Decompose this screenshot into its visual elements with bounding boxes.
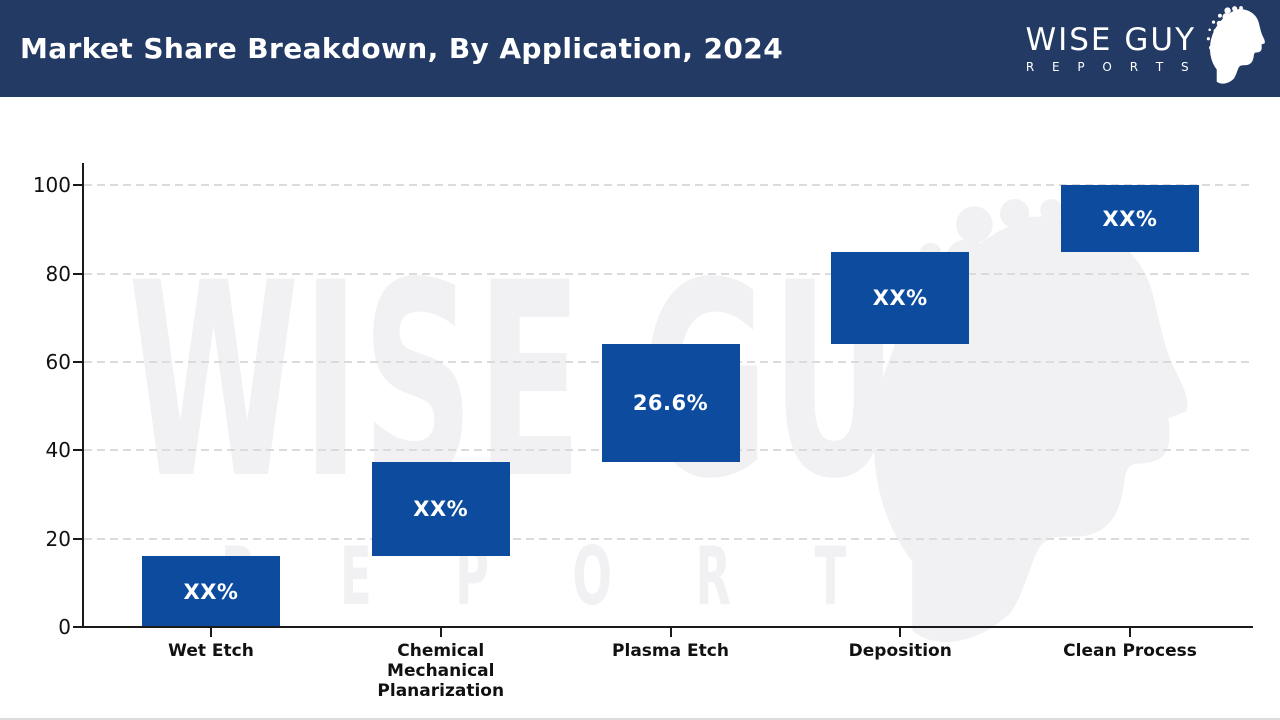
x-tick-label-2: Chemical Mechanical Planarization — [377, 641, 505, 701]
x-tick-label-1: Wet Etch — [168, 641, 254, 661]
gridline-20 — [83, 537, 1253, 540]
bottom-edge-line — [0, 718, 1280, 720]
x-axis-line — [82, 626, 1253, 628]
bar-segment-1: XX% — [142, 556, 280, 627]
bar-segment-5: XX% — [1061, 185, 1199, 252]
y-tick-label-0: 0 — [58, 615, 71, 639]
y-tick-mark-40 — [73, 449, 83, 452]
y-tick-label-60: 60 — [45, 350, 71, 375]
bar-segment-4: XX% — [831, 251, 970, 345]
page-title: Market Share Breakdown, By Application, … — [20, 32, 784, 65]
y-tick-mark-0 — [73, 626, 83, 628]
x-tick-mark-1 — [210, 628, 212, 637]
wise-guy-face-icon — [1202, 4, 1266, 94]
x-tick-mark-3 — [669, 628, 672, 637]
brand-wordmark: WISE GUY R E P O R T S — [1025, 21, 1196, 74]
x-tick-label-5: Clean Process — [1063, 641, 1197, 661]
y-tick-label-80: 80 — [45, 261, 71, 286]
y-tick-mark-100 — [73, 184, 83, 187]
gridline-80 — [83, 272, 1253, 275]
bar-value-label: XX% — [183, 579, 239, 604]
bar-value-label: XX% — [413, 497, 469, 522]
brand-logo: WISE GUY R E P O R T S — [1025, 4, 1266, 94]
y-tick-mark-80 — [73, 272, 83, 275]
y-tick-label-20: 20 — [45, 526, 71, 551]
bar-value-label: XX% — [1102, 206, 1158, 231]
y-tick-mark-20 — [73, 537, 83, 540]
y-tick-label-40: 40 — [45, 438, 71, 463]
watermark-line2: R E P O R T S — [220, 530, 997, 623]
header-bar: Market Share Breakdown, By Application, … — [0, 0, 1280, 97]
gridline-100 — [83, 184, 1253, 187]
bar-value-label: 26.6% — [632, 391, 709, 416]
bar-value-label: XX% — [872, 286, 928, 311]
y-axis-line — [82, 163, 84, 628]
x-tick-mark-5 — [1129, 628, 1131, 637]
y-tick-label-100: 100 — [32, 173, 71, 198]
x-tick-mark-2 — [439, 628, 442, 637]
x-tick-label-4: Deposition — [848, 641, 952, 661]
brand-tagline: R E P O R T S — [1025, 59, 1196, 74]
bar-segment-3: 26.6% — [601, 344, 740, 462]
x-tick-label-3: Plasma Etch — [612, 641, 729, 661]
brand-name: WISE GUY — [1025, 21, 1196, 58]
y-tick-mark-60 — [73, 361, 83, 364]
x-tick-mark-4 — [899, 628, 902, 637]
bar-segment-2: XX% — [371, 461, 510, 557]
